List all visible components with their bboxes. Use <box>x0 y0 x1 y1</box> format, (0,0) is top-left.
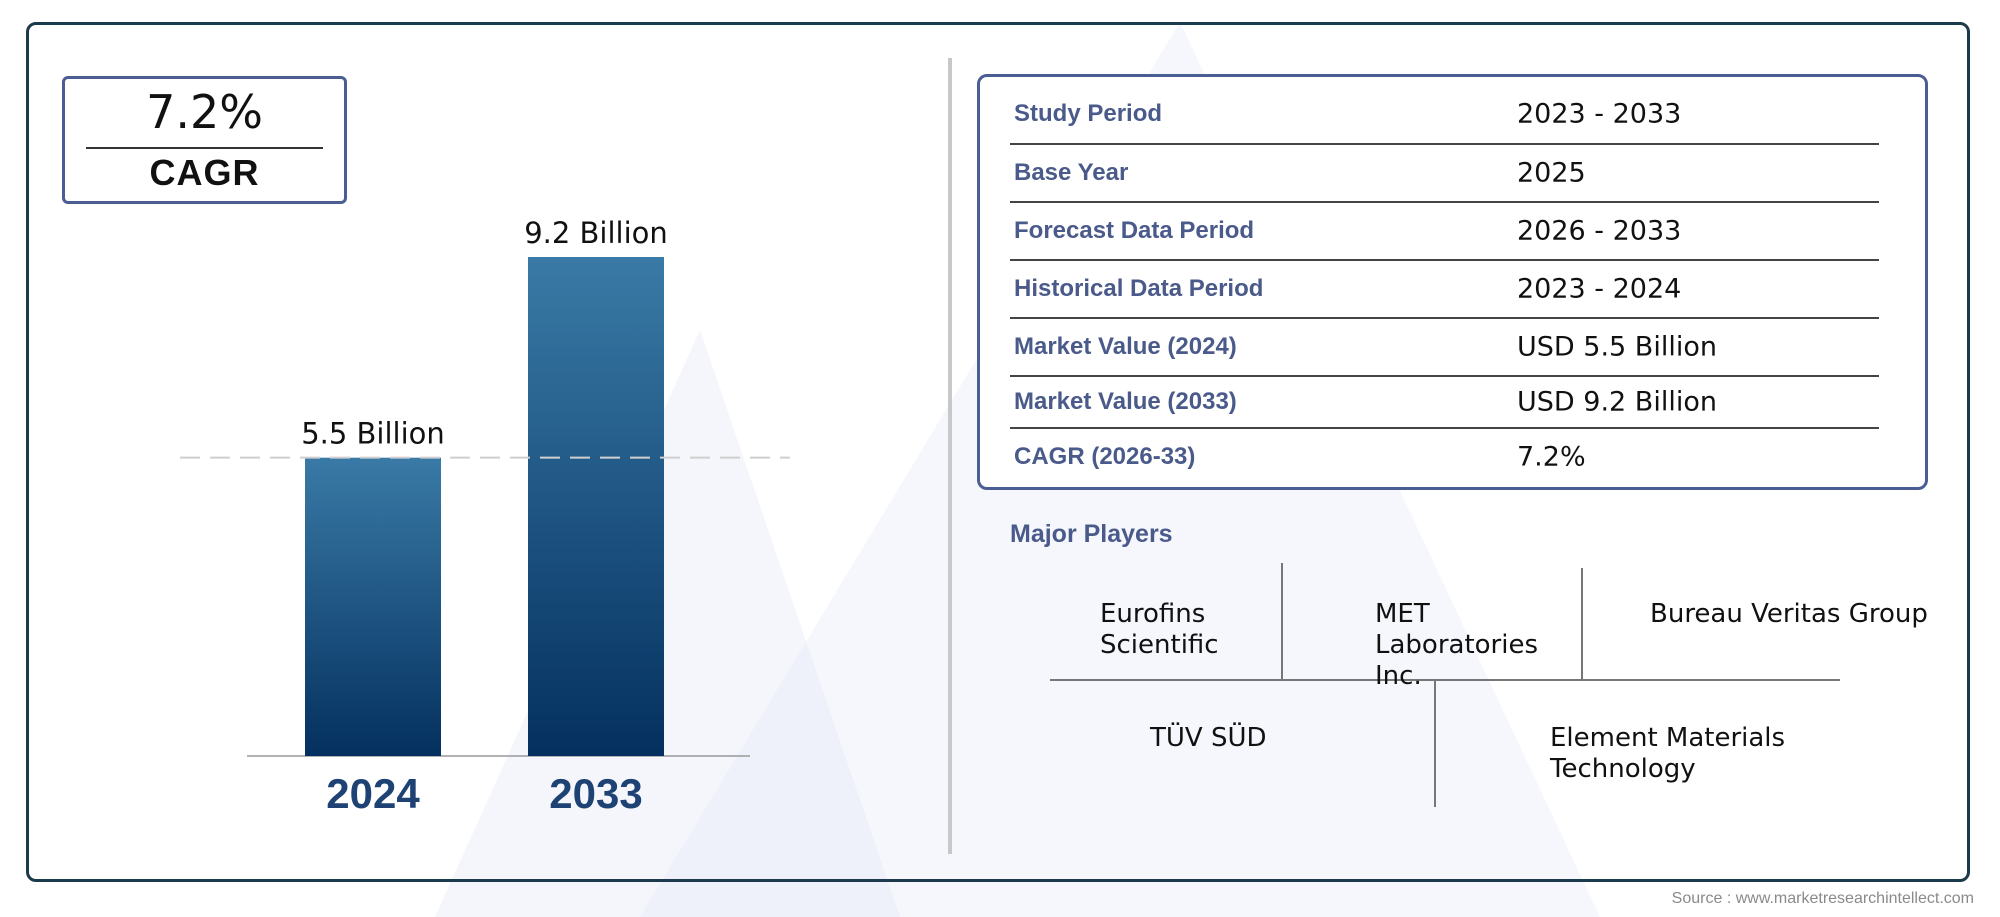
table-row: Market Value (2024) USD 5.5 Billion <box>1010 319 1879 377</box>
bar-data-label: 5.5 Billion <box>301 417 445 451</box>
player-name: MET Laboratories Inc. <box>1375 599 1539 691</box>
row-value: 7.2% <box>1517 441 1586 473</box>
player-name: Element Materials Technology <box>1550 723 1786 784</box>
cagr-label: CAGR <box>149 152 260 193</box>
row-value: USD 5.5 Billion <box>1517 331 1717 363</box>
source-note: Source : www.marketresearchintellect.com <box>1671 890 1974 907</box>
player-name: Bureau Veritas Group <box>1650 599 1928 629</box>
x-tick-label: 2033 <box>549 770 642 817</box>
row-label: Market Value (2024) <box>1014 333 1237 360</box>
table-row: Forecast Data Period 2026 - 2033 <box>1010 203 1879 261</box>
row-label: Market Value (2033) <box>1014 388 1237 415</box>
market-bar-chart: 5.5 Billion 2024 9.2 Billion 2033 <box>180 216 790 817</box>
vertical-divider <box>948 58 952 854</box>
row-label: Study Period <box>1014 100 1163 127</box>
row-label: Base Year <box>1014 159 1129 186</box>
players-divider <box>1281 563 1283 680</box>
row-label: Historical Data Period <box>1014 275 1264 302</box>
major-players-title: Major Players <box>1010 520 1173 548</box>
table-row: Base Year 2025 <box>1010 145 1879 203</box>
summary-table: Study Period 2023 - 2033 Base Year 2025 … <box>977 74 1928 490</box>
row-label: Forecast Data Period <box>1014 217 1255 244</box>
players-divider <box>1050 679 1840 681</box>
player-name: Eurofins Scientific <box>1100 599 1219 660</box>
players-divider <box>1434 681 1436 807</box>
bar-2024 <box>305 457 441 756</box>
cagr-value: 7.2% <box>146 85 263 139</box>
table-row: Market Value (2033) USD 9.2 Billion <box>1010 377 1879 429</box>
cagr-divider <box>86 147 323 149</box>
x-tick-label: 2024 <box>326 770 420 817</box>
table-row: CAGR (2026-33) 7.2% <box>1010 429 1879 485</box>
table-row: Study Period 2023 - 2033 <box>1010 85 1879 145</box>
row-value: 2025 <box>1517 157 1586 189</box>
cagr-badge: 7.2% CAGR <box>62 76 347 204</box>
row-value: USD 9.2 Billion <box>1517 386 1717 418</box>
players-divider <box>1581 568 1583 680</box>
player-name: TÜV SÜD <box>1150 723 1267 753</box>
bar-2033 <box>528 257 664 756</box>
row-label: CAGR (2026-33) <box>1014 443 1196 470</box>
row-value: 2023 - 2024 <box>1517 273 1682 305</box>
row-value: 2023 - 2033 <box>1517 98 1682 130</box>
row-value: 2026 - 2033 <box>1517 215 1682 247</box>
bar-data-label: 9.2 Billion <box>524 216 668 250</box>
report-card <box>26 22 1970 882</box>
table-row: Historical Data Period 2023 - 2024 <box>1010 261 1879 319</box>
